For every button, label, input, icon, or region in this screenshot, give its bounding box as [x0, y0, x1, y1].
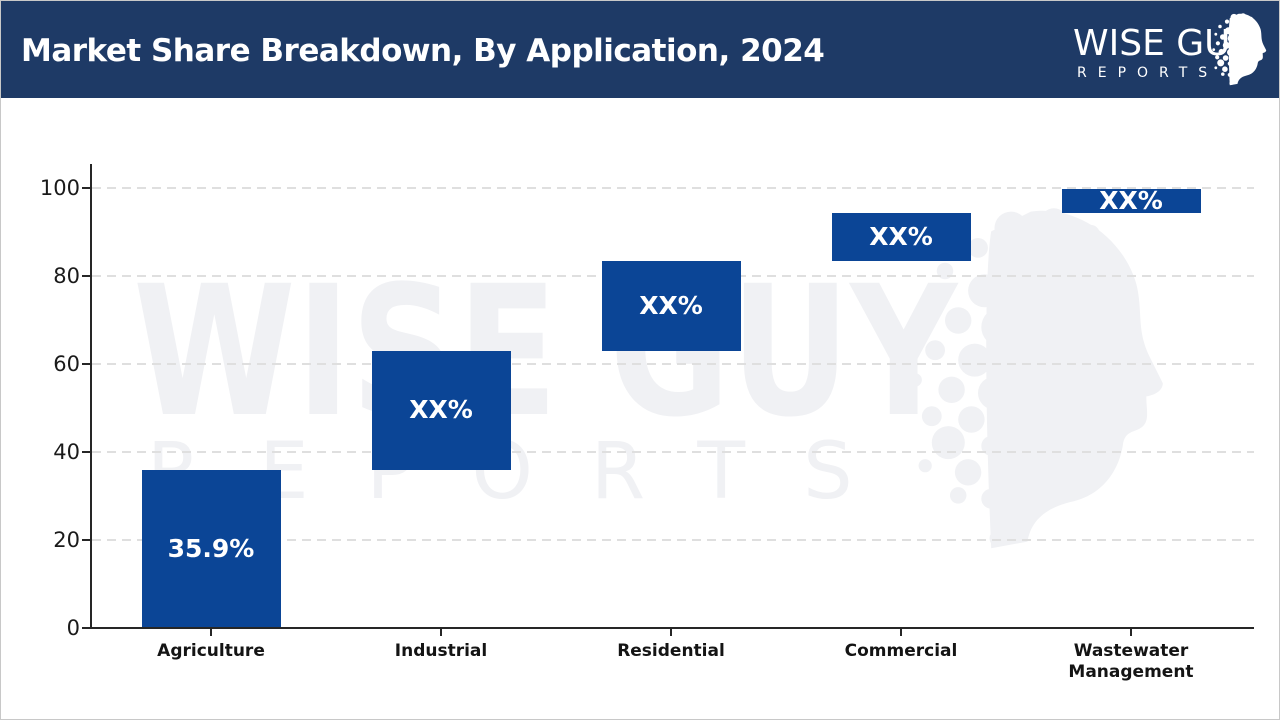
x-tick-commercial [900, 629, 902, 636]
bar-label-commercial: XX% [869, 222, 933, 251]
bar-agriculture [141, 469, 281, 628]
watermark-wordmark: WISE GUY [133, 248, 958, 457]
y-axis-line [90, 164, 92, 629]
y-tick-label-60: 60 [53, 351, 80, 376]
bar-wastewater-management [1061, 188, 1201, 213]
y-tick-60 [82, 362, 90, 365]
bar-label-residential: XX% [639, 291, 703, 320]
category-label-industrial: Industrial [394, 641, 488, 661]
y-tick-label-0: 0 [66, 615, 80, 640]
x-axis-line [90, 627, 1254, 629]
x-tick-industrial [440, 629, 442, 636]
category-label-commercial: Commercial [844, 641, 958, 661]
y-tick-40 [82, 450, 90, 453]
y-tick-20 [82, 538, 90, 541]
x-tick-residential [670, 629, 672, 636]
category-label-wastewater-management: Wastewater Management [1068, 641, 1194, 682]
bar-label-wastewater-management: XX% [1099, 185, 1163, 215]
y-tick-100 [82, 187, 90, 189]
gridline-40 [92, 450, 1254, 453]
bar-commercial [831, 212, 971, 262]
y-tick-80 [82, 274, 90, 277]
logo-subtext: REPORTS [1077, 65, 1219, 81]
bar-label-agriculture: 35.9% [167, 533, 255, 563]
chart-title: Market Share Breakdown, By Application, … [21, 33, 825, 69]
y-tick-label-80: 80 [53, 263, 80, 288]
bar-industrial [371, 350, 511, 470]
y-tick-label-100: 100 [39, 176, 80, 200]
bar-label-industrial: XX% [409, 395, 473, 425]
header-bar: Market Share Breakdown, By Application, … [1, 1, 1279, 98]
wiseguy-logo: WISE GUY REPORTS [1027, 5, 1267, 95]
y-tick-0 [82, 626, 90, 629]
gridline-60 [92, 362, 1254, 365]
x-tick-agriculture [210, 629, 212, 636]
category-label-agriculture: Agriculture [157, 641, 265, 661]
bar-residential [601, 261, 741, 351]
x-tick-wastewater-management [1130, 629, 1132, 636]
category-label-residential: Residential [617, 641, 725, 661]
gridline-20 [92, 538, 1254, 541]
y-tick-label-40: 40 [53, 439, 80, 464]
logo-wordmark: WISE GUY [1073, 23, 1253, 64]
logo-face-icon [1212, 13, 1267, 86]
y-tick-label-20: 20 [53, 527, 80, 552]
gridline-100 [92, 187, 1254, 189]
